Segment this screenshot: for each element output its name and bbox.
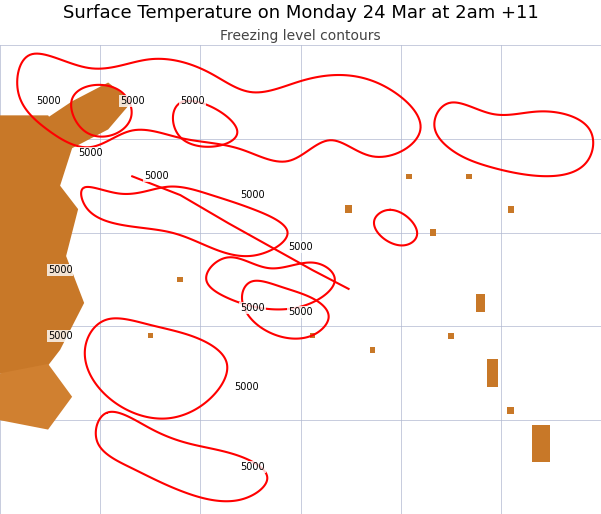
Text: 5000: 5000	[288, 307, 313, 317]
Polygon shape	[0, 83, 132, 162]
Text: 5000: 5000	[240, 303, 264, 313]
Text: 5000: 5000	[288, 242, 313, 252]
Bar	[430, 229, 436, 236]
Bar	[177, 277, 183, 282]
Text: 5000: 5000	[48, 331, 72, 341]
Text: 5000: 5000	[240, 462, 264, 472]
Text: 5000: 5000	[48, 265, 72, 275]
Bar	[508, 206, 514, 213]
Bar	[448, 333, 454, 339]
Text: 5000: 5000	[78, 148, 102, 158]
Polygon shape	[0, 115, 84, 373]
Bar	[310, 334, 315, 338]
Bar	[507, 407, 514, 414]
Bar	[406, 174, 412, 179]
Bar	[370, 347, 375, 353]
Bar	[466, 174, 472, 179]
Text: 5000: 5000	[234, 382, 258, 392]
Text: 5000: 5000	[36, 96, 60, 106]
Text: 5000: 5000	[180, 96, 204, 106]
Bar	[487, 359, 498, 388]
Text: 5000: 5000	[240, 190, 264, 200]
Text: 5000: 5000	[120, 96, 144, 106]
Bar	[532, 425, 550, 463]
Bar	[148, 334, 153, 338]
Bar	[477, 293, 486, 313]
Text: 5000: 5000	[144, 171, 168, 181]
Bar	[345, 205, 352, 213]
Text: Freezing level contours: Freezing level contours	[220, 29, 381, 43]
Text: Surface Temperature on Monday 24 Mar at 2am +11: Surface Temperature on Monday 24 Mar at …	[63, 4, 538, 22]
Polygon shape	[0, 364, 72, 430]
